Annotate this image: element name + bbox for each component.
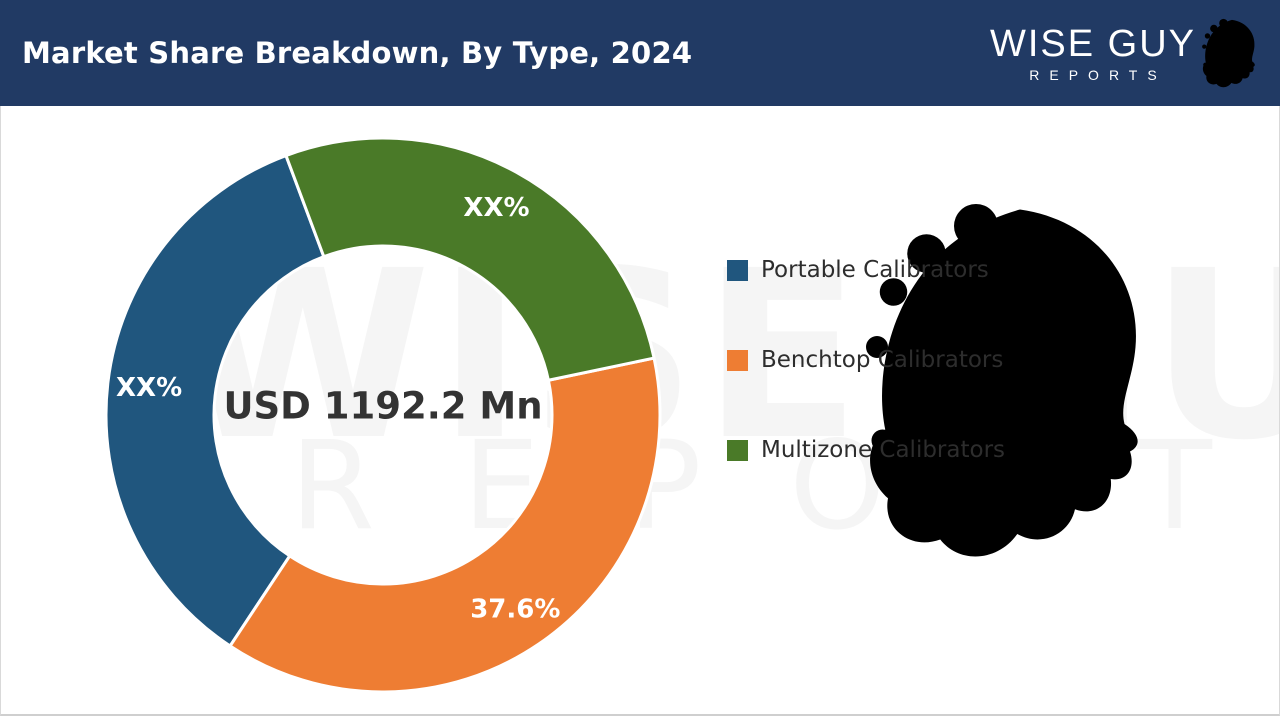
legend-swatch-icon	[727, 439, 748, 461]
chart-center-value: USD 1192.2 Mn	[223, 385, 542, 428]
legend-label: Portable Calibrators	[761, 257, 989, 283]
chart-legend: Portable Calibrators Benchtop Calibrators…	[727, 256, 1005, 526]
legend-swatch-icon	[727, 259, 748, 281]
wiseguy-logo: WISE GUY REPORTS	[990, 8, 1264, 98]
donut-slices	[104, 136, 662, 694]
donut-slice-1	[228, 356, 662, 694]
legend-item-1: Benchtop Calibrators	[727, 346, 1005, 374]
donut-slice-labels: XX% 37.6% XX%	[116, 193, 560, 624]
page-title: Market Share Breakdown, By Type, 2024	[22, 36, 693, 70]
slice-percentage-label-2: XX%	[463, 193, 529, 223]
logo-wordmark: WISE GUY	[989, 22, 1196, 65]
logo-subtitle: REPORTS	[1029, 66, 1167, 83]
donut-chart: XX% 37.6% XX% USD 1192.2 Mn	[104, 136, 662, 694]
slice-percentage-label-1: 37.6%	[470, 594, 560, 624]
donut-slice-0	[104, 154, 326, 648]
legend-item-2: Multizone Calibrators	[727, 436, 1005, 464]
header-bar: Market Share Breakdown, By Type, 2024 WI…	[0, 0, 1280, 106]
wiseguy-head-icon	[1200, 12, 1264, 94]
logo-text: WISE GUY REPORTS	[990, 25, 1196, 82]
legend-label: Multizone Calibrators	[761, 437, 1006, 463]
legend-item-0: Portable Calibrators	[727, 256, 1005, 284]
slice-percentage-label-0: XX%	[116, 373, 182, 403]
legend-swatch-icon	[727, 349, 748, 371]
donut-slice-2	[284, 136, 656, 382]
legend-label: Benchtop Calibrators	[761, 347, 1004, 373]
